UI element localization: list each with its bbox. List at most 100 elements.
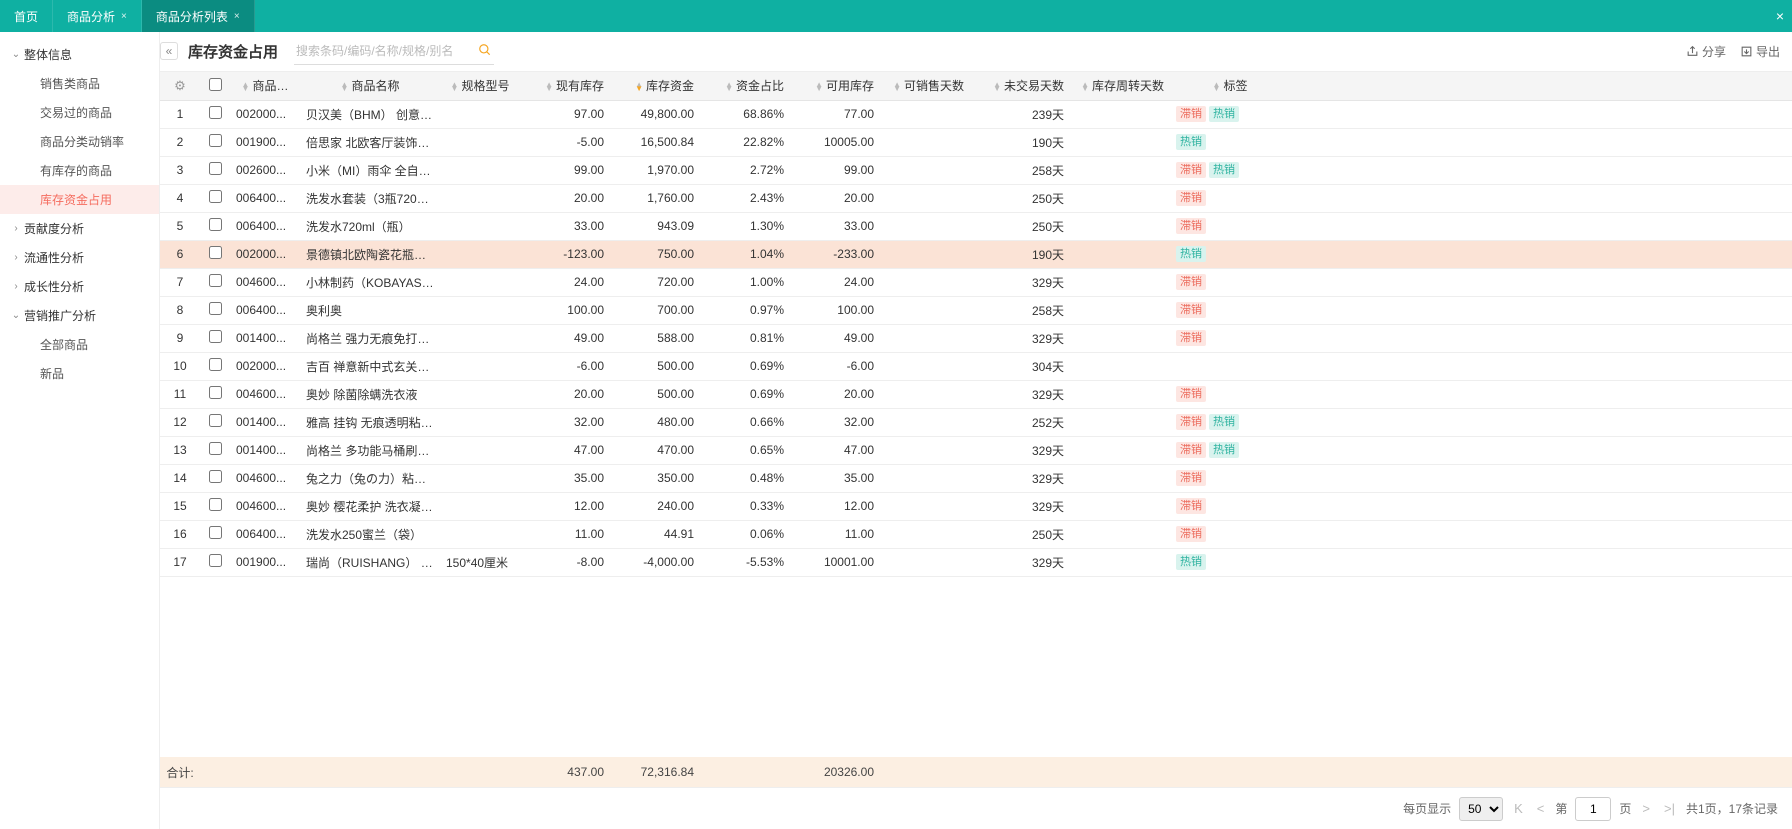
tag: 滞销 bbox=[1176, 274, 1206, 290]
table-header-row: ⚙ ▲▼商品…▲▼商品名称▲▼规格型号▲▼现有库存▲▼库存资金▲▼资金占比▲▼可用… bbox=[160, 72, 1792, 100]
close-all-tabs-icon[interactable]: × bbox=[1776, 0, 1784, 32]
sidebar-item[interactable]: 销售类商品 bbox=[0, 69, 159, 98]
search-input[interactable] bbox=[294, 39, 494, 65]
row-checkbox[interactable] bbox=[209, 134, 222, 147]
tag: 热销 bbox=[1176, 246, 1206, 262]
sidebar-group[interactable]: 贡献度分析 bbox=[0, 214, 159, 243]
row-checkbox[interactable] bbox=[209, 106, 222, 119]
tab[interactable]: 商品分析列表× bbox=[142, 0, 255, 32]
sidebar-item[interactable]: 有库存的商品 bbox=[0, 156, 159, 185]
column-header[interactable]: ▲▼标签 bbox=[1170, 72, 1290, 100]
row-checkbox[interactable] bbox=[209, 498, 222, 511]
table-row[interactable]: 5006400...洗发水720ml（瓶）33.00943.091.30%33.… bbox=[160, 212, 1792, 240]
tag: 热销 bbox=[1209, 106, 1239, 122]
table-row[interactable]: 12001400...雅高 挂钩 无痕透明粘钩 强力32.00480.000.6… bbox=[160, 408, 1792, 436]
sidebar-item[interactable]: 库存资金占用 bbox=[0, 185, 159, 214]
export-button[interactable]: 导出 bbox=[1740, 43, 1780, 60]
row-checkbox[interactable] bbox=[209, 442, 222, 455]
table-row[interactable]: 15004600...奥妙 樱花柔护 洗衣凝珠 1012.00240.000.3… bbox=[160, 492, 1792, 520]
table-row[interactable]: 10002000...吉百 禅意新中式玄关摆件客-6.00500.000.69%… bbox=[160, 352, 1792, 380]
sum-cell: 20326.00 bbox=[790, 765, 880, 779]
data-table: ⚙ ▲▼商品…▲▼商品名称▲▼规格型号▲▼现有库存▲▼库存资金▲▼资金占比▲▼可用… bbox=[160, 72, 1792, 577]
column-header[interactable]: ▲▼可用库存 bbox=[790, 72, 880, 100]
row-checkbox[interactable] bbox=[209, 190, 222, 203]
table-row[interactable]: 11004600...奥妙 除菌除螨洗衣液20.00500.000.69%20.… bbox=[160, 380, 1792, 408]
tag: 滞销 bbox=[1176, 414, 1206, 430]
column-header[interactable]: ▲▼商品名称 bbox=[300, 72, 440, 100]
column-header[interactable]: ▲▼库存周转天数 bbox=[1070, 72, 1170, 100]
table-row[interactable]: 16006400...洗发水250蜜兰（袋）11.0044.910.06%11.… bbox=[160, 520, 1792, 548]
tag: 滞销 bbox=[1176, 526, 1206, 542]
pager-next-button[interactable]: > bbox=[1639, 801, 1653, 816]
sidebar-group[interactable]: 整体信息 bbox=[0, 40, 159, 69]
tab[interactable]: 首页 bbox=[0, 0, 53, 32]
column-header[interactable]: ▲▼未交易天数 bbox=[970, 72, 1070, 100]
table-row[interactable]: 13001400...尚格兰 多功能马桶刷套装 带47.00470.000.65… bbox=[160, 436, 1792, 464]
tab-close-icon[interactable]: × bbox=[121, 11, 127, 22]
pager-prev-button[interactable]: < bbox=[1534, 801, 1548, 816]
table-row[interactable]: 4006400...洗发水套装（3瓶720ml+1）20.001,760.002… bbox=[160, 184, 1792, 212]
row-checkbox[interactable] bbox=[209, 218, 222, 231]
pager-last-button[interactable]: >| bbox=[1661, 801, 1678, 816]
column-header[interactable]: ▲▼商品… bbox=[230, 72, 300, 100]
sidebar-item[interactable]: 交易过的商品 bbox=[0, 98, 159, 127]
row-checkbox[interactable] bbox=[209, 554, 222, 567]
tag: 滞销 bbox=[1176, 330, 1206, 346]
select-all-checkbox[interactable] bbox=[209, 78, 222, 91]
tag: 滞销 bbox=[1176, 498, 1206, 514]
gear-icon[interactable]: ⚙ bbox=[174, 78, 186, 93]
page-size-select[interactable]: 50 bbox=[1459, 797, 1503, 821]
tab-close-icon[interactable]: × bbox=[234, 11, 240, 22]
tab[interactable]: 商品分析× bbox=[53, 0, 142, 32]
row-checkbox[interactable] bbox=[209, 302, 222, 315]
tag: 热销 bbox=[1209, 414, 1239, 430]
tag: 滞销 bbox=[1176, 218, 1206, 234]
page-number-input[interactable] bbox=[1575, 797, 1611, 821]
table-row[interactable]: 7004600...小林制药（KOBAYASHI）日24.00720.001.0… bbox=[160, 268, 1792, 296]
sidebar-item[interactable]: 全部商品 bbox=[0, 330, 159, 359]
row-checkbox[interactable] bbox=[209, 246, 222, 259]
table-row[interactable]: 6002000...景德镇北欧陶瓷花瓶摆件 仿-123.00750.001.04… bbox=[160, 240, 1792, 268]
tag: 滞销 bbox=[1176, 442, 1206, 458]
sidebar-group[interactable]: 营销推广分析 bbox=[0, 301, 159, 330]
column-header[interactable]: ▲▼现有库存 bbox=[520, 72, 610, 100]
column-header[interactable]: ▲▼规格型号 bbox=[440, 72, 520, 100]
share-button[interactable]: 分享 bbox=[1686, 43, 1726, 60]
row-checkbox[interactable] bbox=[209, 414, 222, 427]
sum-cell: 72,316.84 bbox=[610, 765, 700, 779]
sidebar-group[interactable]: 成长性分析 bbox=[0, 272, 159, 301]
table-row[interactable]: 2001900...倍思家 北欧客厅装饰画卧室-5.0016,500.8422.… bbox=[160, 128, 1792, 156]
column-header bbox=[200, 72, 230, 100]
table-row[interactable]: 8006400...奥利奥100.00700.000.97%100.00258天… bbox=[160, 296, 1792, 324]
tag: 热销 bbox=[1176, 134, 1206, 150]
tag: 滞销 bbox=[1176, 470, 1206, 486]
sidebar-item[interactable]: 商品分类动销率 bbox=[0, 127, 159, 156]
sidebar-item[interactable]: 新品 bbox=[0, 359, 159, 388]
row-checkbox[interactable] bbox=[209, 330, 222, 343]
tag: 滞销 bbox=[1176, 162, 1206, 178]
row-checkbox[interactable] bbox=[209, 162, 222, 175]
row-checkbox[interactable] bbox=[209, 386, 222, 399]
search-icon[interactable] bbox=[478, 43, 492, 60]
tag: 热销 bbox=[1176, 554, 1206, 570]
table-row[interactable]: 17001900...瑞尚（RUISHANG） 卧室沙150*40厘米-8.00… bbox=[160, 548, 1792, 576]
tag: 热销 bbox=[1209, 162, 1239, 178]
sum-cell: 合计: bbox=[160, 764, 200, 781]
row-checkbox[interactable] bbox=[209, 358, 222, 371]
column-header[interactable]: ▲▼资金占比 bbox=[700, 72, 790, 100]
table-row[interactable]: 14004600...兔之力（兔の力）粘毛器粘35.00350.000.48%3… bbox=[160, 464, 1792, 492]
sidebar-group[interactable]: 流通性分析 bbox=[0, 243, 159, 272]
row-checkbox[interactable] bbox=[209, 274, 222, 287]
collapse-sidebar-button[interactable]: « bbox=[160, 42, 178, 60]
row-checkbox[interactable] bbox=[209, 526, 222, 539]
column-header[interactable]: ▲▼可销售天数 bbox=[880, 72, 970, 100]
row-checkbox[interactable] bbox=[209, 470, 222, 483]
tag: 滞销 bbox=[1176, 302, 1206, 318]
tag: 滞销 bbox=[1176, 190, 1206, 206]
table-row[interactable]: 9001400...尚格兰 强力无痕免打孔浴室49.00588.000.81%4… bbox=[160, 324, 1792, 352]
pager-first-button[interactable]: K bbox=[1511, 801, 1526, 816]
column-header[interactable]: ▲▼库存资金 bbox=[610, 72, 700, 100]
table-row[interactable]: 3002600...小米（MI）雨伞 全自动折叠99.001,970.002.7… bbox=[160, 156, 1792, 184]
sum-cell: 437.00 bbox=[520, 765, 610, 779]
table-row[interactable]: 1002000...贝汉美（BHM） 创意北欧陶97.0049,800.0068… bbox=[160, 100, 1792, 128]
